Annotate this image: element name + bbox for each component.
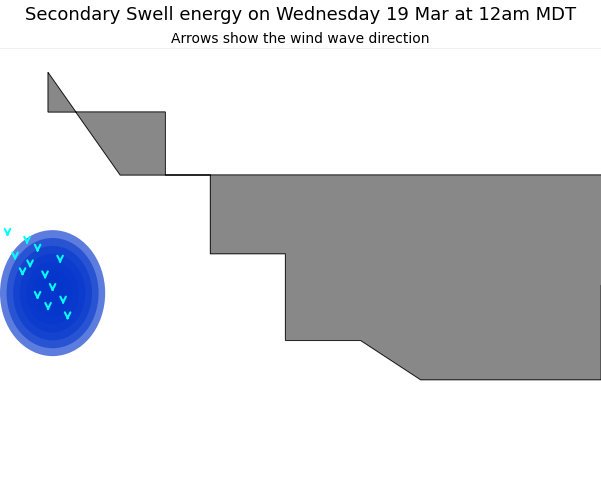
Ellipse shape (7, 238, 99, 348)
Ellipse shape (13, 246, 92, 341)
Ellipse shape (20, 254, 85, 333)
Text: Secondary Swell energy on Wednesday 19 Mar at 12am MDT: Secondary Swell energy on Wednesday 19 M… (25, 6, 576, 24)
Ellipse shape (40, 277, 66, 309)
Polygon shape (48, 73, 601, 380)
Text: Arrows show the wind wave direction: Arrows show the wind wave direction (171, 32, 430, 46)
Ellipse shape (46, 285, 59, 301)
Ellipse shape (26, 262, 79, 324)
Ellipse shape (0, 230, 105, 356)
Ellipse shape (33, 270, 72, 317)
